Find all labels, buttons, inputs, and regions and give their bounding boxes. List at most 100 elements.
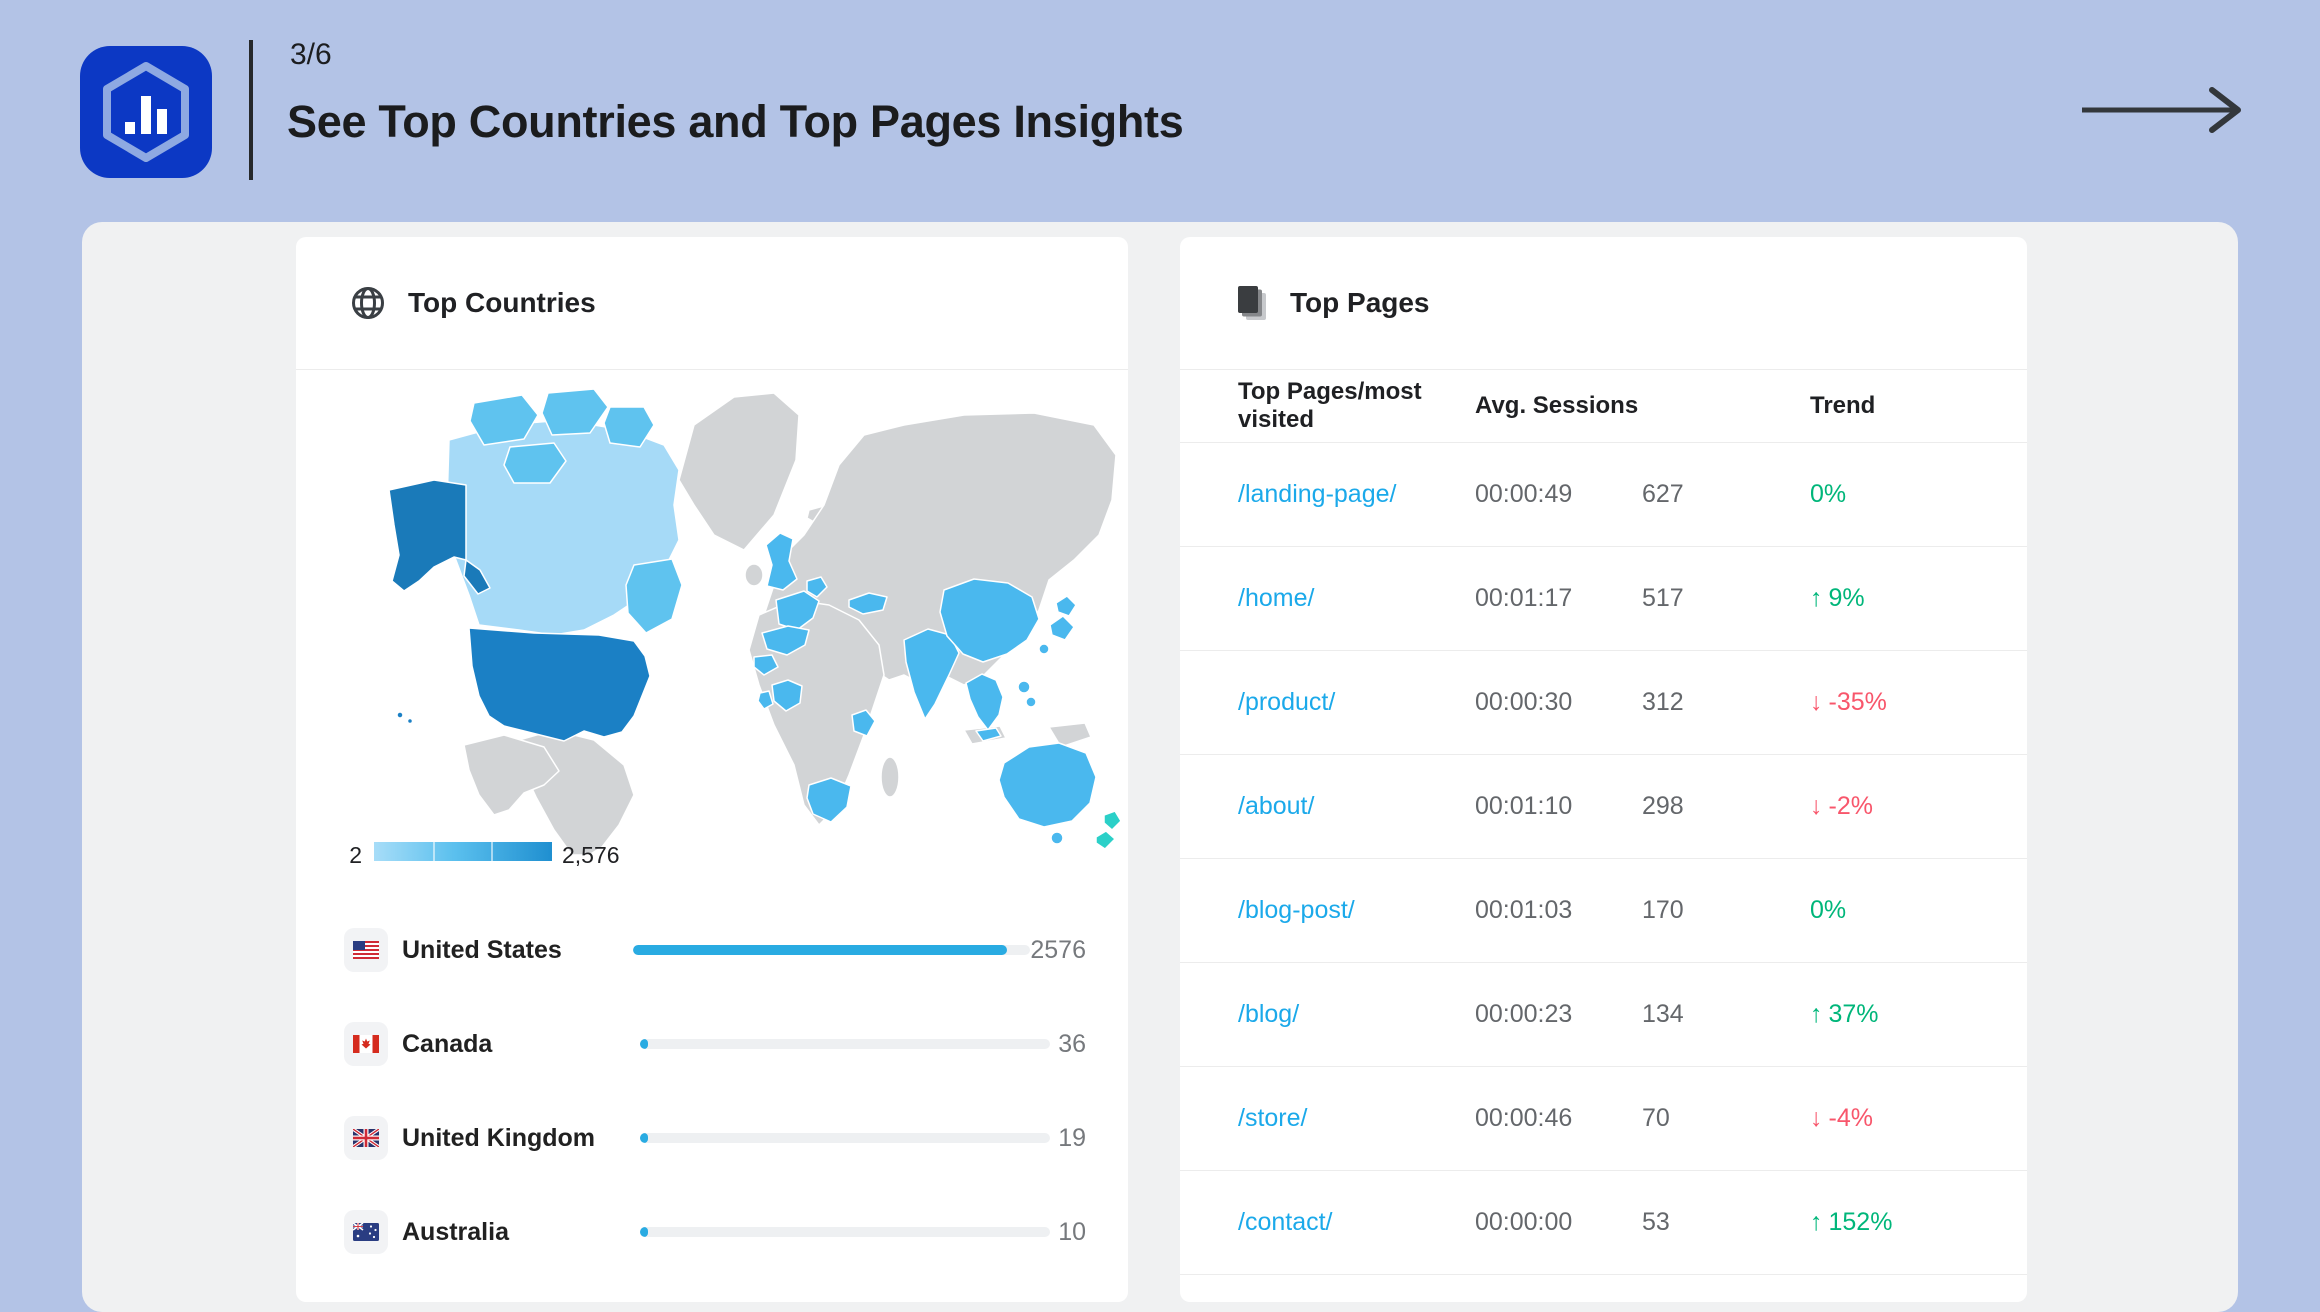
map-france <box>775 590 820 631</box>
next-arrow-button[interactable] <box>2078 82 2264 138</box>
country-bar <box>640 1133 1050 1143</box>
map-alaska-panhandle <box>463 559 491 595</box>
flag-chip <box>344 1116 388 1160</box>
map-ireland <box>744 563 764 587</box>
country-row-australia: Australia 10 <box>296 1185 1128 1279</box>
flag-chip <box>344 1022 388 1066</box>
map-philippines <box>1025 696 1037 708</box>
map-greenland <box>678 392 800 551</box>
map-arctic-islands <box>603 406 655 448</box>
table-header: Top Pages/most visited Avg. Sessions Tre… <box>1180 370 2027 443</box>
country-bar <box>632 945 1031 955</box>
map-new-guinea <box>1048 722 1092 748</box>
country-name: Australia <box>402 1217 509 1246</box>
map-south-africa <box>806 777 852 823</box>
country-bar <box>640 1227 1050 1237</box>
country-name: United States <box>402 935 562 964</box>
top-countries-title: Top Countries <box>408 287 596 318</box>
page-link[interactable]: /store/ <box>1238 1104 1308 1132</box>
top-countries-header: Top Countries <box>296 237 1128 370</box>
country-row-canada: Canada 36 <box>296 997 1128 1091</box>
map-japan <box>1055 595 1077 617</box>
trend-arrow-icon: ↑ <box>1810 584 1823 612</box>
sessions-cell: 170 <box>1642 896 1684 924</box>
header-divider <box>249 40 253 180</box>
trend-cell: ↓ -35% <box>1810 688 1887 716</box>
map-benelux <box>806 576 828 598</box>
map-nigeria <box>771 679 803 712</box>
map-japan <box>1049 615 1075 641</box>
avg-session-cell: 00:01:17 <box>1475 584 1573 612</box>
legend-max-value: 2,576 <box>562 842 620 868</box>
map-ghana <box>757 690 774 710</box>
sessions-cell: 312 <box>1642 688 1684 716</box>
trend-arrow-icon: ↓ <box>1810 792 1823 820</box>
country-name: Canada <box>402 1029 493 1058</box>
table-row: /home/ 00:01:17 517 ↑ 9% <box>1180 547 2027 651</box>
page-link[interactable]: /about/ <box>1238 792 1315 820</box>
map-uk <box>765 532 798 591</box>
map-indochina <box>965 673 1004 731</box>
trend-cell: ↑ 37% <box>1810 1000 1879 1028</box>
page-link[interactable]: /blog-post/ <box>1238 896 1355 924</box>
flag-chip <box>344 1210 388 1254</box>
trend-cell: ↑ 152% <box>1810 1208 1893 1236</box>
map-hawaii <box>406 717 414 725</box>
table-row: /about/ 00:01:10 298 ↓ -2% <box>1180 755 2027 859</box>
table-row: /product/ 00:00:30 312 ↓ -35% <box>1180 651 2027 755</box>
map-arctic-islands <box>469 394 539 446</box>
map-iberia <box>761 625 810 656</box>
sessions-cell: 70 <box>1642 1104 1670 1132</box>
legend-min-value: 2 <box>349 842 362 868</box>
map-japan <box>1038 643 1050 655</box>
page-link[interactable]: /landing-page/ <box>1238 480 1397 508</box>
app-logo <box>80 46 212 178</box>
map-malaysia <box>975 727 1002 742</box>
map-china <box>939 578 1040 663</box>
step-indicator: 3/6 <box>290 38 332 71</box>
sessions-cell: 298 <box>1642 792 1684 820</box>
trend-arrow-icon: ↑ <box>1810 1000 1823 1028</box>
avg-session-cell: 00:01:03 <box>1475 896 1573 924</box>
map-turkey <box>848 592 888 615</box>
map-new-zealand <box>1095 830 1116 850</box>
au-flag-icon <box>353 1223 379 1241</box>
trend-arrow-icon: ↑ <box>1810 1208 1823 1236</box>
trend-cell: ↓ -2% <box>1810 792 1873 820</box>
trend-cell: ↓ -4% <box>1810 1104 1873 1132</box>
trend-arrow-icon: ↓ <box>1810 1104 1823 1132</box>
country-bar <box>640 1039 1050 1049</box>
ca-flag-icon <box>353 1035 379 1053</box>
gb-flag-icon <box>353 1129 379 1147</box>
sessions-cell: 627 <box>1642 480 1684 508</box>
avg-session-cell: 00:00:46 <box>1475 1104 1573 1132</box>
trend-arrow-icon: ↓ <box>1810 688 1823 716</box>
map-madagascar <box>880 756 900 798</box>
page-link[interactable]: /blog/ <box>1238 1000 1300 1028</box>
sessions-cell: 53 <box>1642 1208 1670 1236</box>
world-map <box>304 385 1122 856</box>
map-africa <box>748 599 885 826</box>
table-row: /contact/ 00:00:00 53 ↑ 152% <box>1180 1171 2027 1275</box>
map-alaska <box>388 479 467 592</box>
table-row: /store/ 00:00:46 70 ↓ -4% <box>1180 1067 2027 1171</box>
trend-cell: 0% <box>1810 480 1847 508</box>
page-link[interactable]: /contact/ <box>1238 1208 1333 1236</box>
country-row-united-states: United States 2576 <box>296 903 1128 997</box>
map-arctic-islands <box>503 442 567 484</box>
map-mexico <box>463 734 560 816</box>
column-header-sessions: Avg. Sessions <box>1475 392 1639 419</box>
column-header-pages: Top Pages/most visited <box>1238 378 1422 433</box>
avg-session-cell: 00:00:00 <box>1475 1208 1573 1236</box>
page-link[interactable]: /home/ <box>1238 584 1315 612</box>
page-title: See Top Countries and Top Pages Insights <box>287 96 1184 147</box>
page-link[interactable]: /product/ <box>1238 688 1336 716</box>
top-pages-title: Top Pages <box>1290 287 1430 318</box>
pages-table-body: /landing-page/ 00:00:49 627 0% /home/ 00… <box>1180 443 2027 1275</box>
country-list: United States 2576 Canada 36 <box>296 903 1128 1279</box>
map-india <box>903 628 960 720</box>
top-pages-header: Top Pages <box>1180 237 2027 370</box>
avg-session-cell: 00:00:30 <box>1475 688 1573 716</box>
map-hawaii <box>396 711 404 719</box>
country-value: 19 <box>1058 1123 1086 1152</box>
